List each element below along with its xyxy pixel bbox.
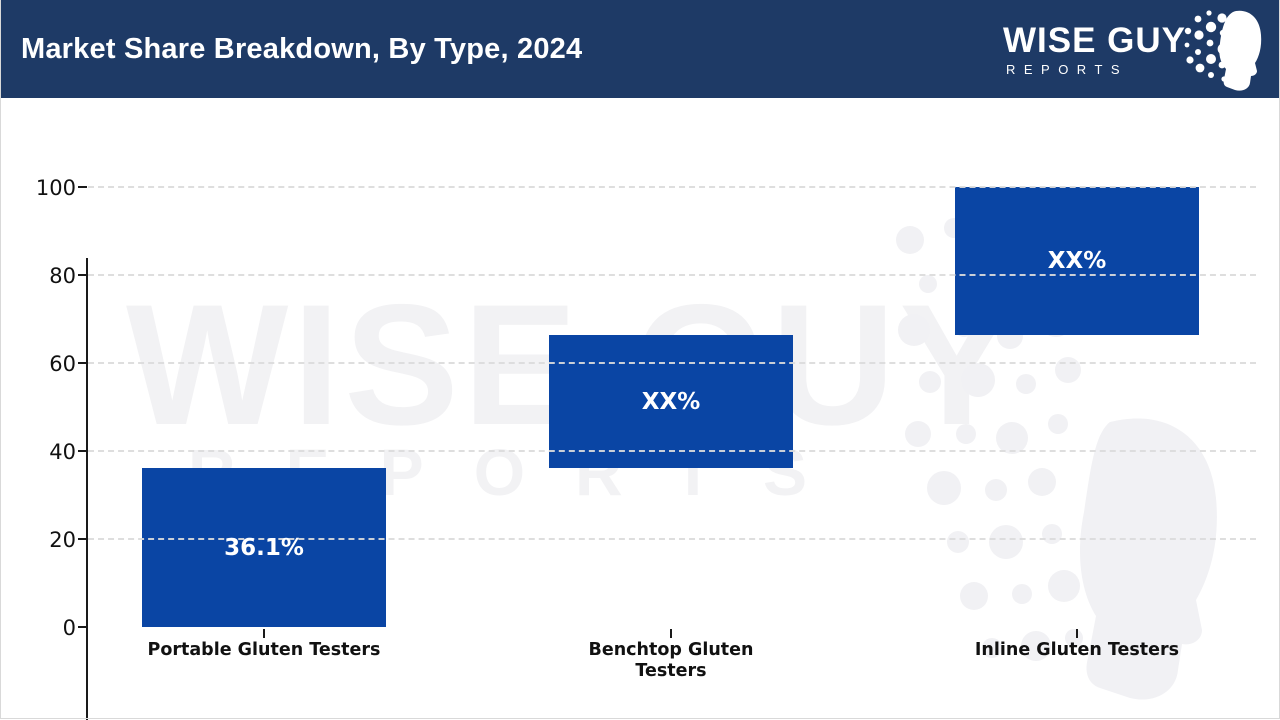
x-tick-mark	[263, 629, 265, 638]
gridline-y60	[88, 362, 1256, 364]
bar-1	[142, 468, 386, 627]
wise-guy-reports-logo: WISE GUY REPORTS	[1003, 5, 1266, 93]
logo-subtitle: REPORTS	[1005, 61, 1129, 77]
y-tick-mark	[78, 362, 87, 364]
y-tick-label: 0	[62, 616, 76, 640]
x-tick-mark	[670, 629, 672, 638]
logo-text: WISE GUY REPORTS	[1003, 23, 1186, 76]
gridline-y20	[88, 538, 1256, 540]
bar-value-label: XX%	[1047, 248, 1107, 275]
plot-area: 0 20 40 60 80 100 36.1% XX% XX% Portable Gluten T…	[0, 98, 1280, 720]
gridline-y40	[88, 450, 1256, 452]
y-tick-label: 40	[49, 440, 76, 464]
y-tick-mark	[78, 538, 87, 540]
y-axis-line	[86, 258, 88, 720]
x-tick-mark	[1076, 629, 1078, 638]
y-tick-label: 100	[35, 176, 76, 200]
logo-wordmark: WISE GUY	[1002, 20, 1186, 60]
bar-2	[549, 335, 793, 469]
page-title: Market Share Breakdown, By Type, 2024	[21, 32, 583, 65]
y-tick-label: 80	[49, 264, 76, 288]
gridline-y80	[88, 274, 1256, 276]
x-category-label: Inline Gluten Testers	[974, 640, 1180, 660]
bar-value-label: 36.1%	[224, 534, 304, 561]
y-tick-mark	[78, 186, 87, 188]
header-bar: Market Share Breakdown, By Type, 2024 WI…	[0, 0, 1280, 98]
x-category-label: Benchtop Gluten Testers	[588, 640, 754, 682]
y-tick-mark	[78, 274, 87, 276]
bar-3	[955, 187, 1199, 336]
y-tick-mark	[78, 450, 87, 452]
logo-face-icon	[1184, 10, 1262, 91]
x-category-label: Portable Gluten Testers	[147, 640, 381, 660]
y-tick-label: 60	[49, 352, 76, 376]
y-tick-label: 20	[49, 528, 76, 552]
y-tick-mark	[78, 626, 87, 628]
bar-value-label: XX%	[641, 388, 701, 415]
gridline-y100	[88, 186, 1256, 188]
